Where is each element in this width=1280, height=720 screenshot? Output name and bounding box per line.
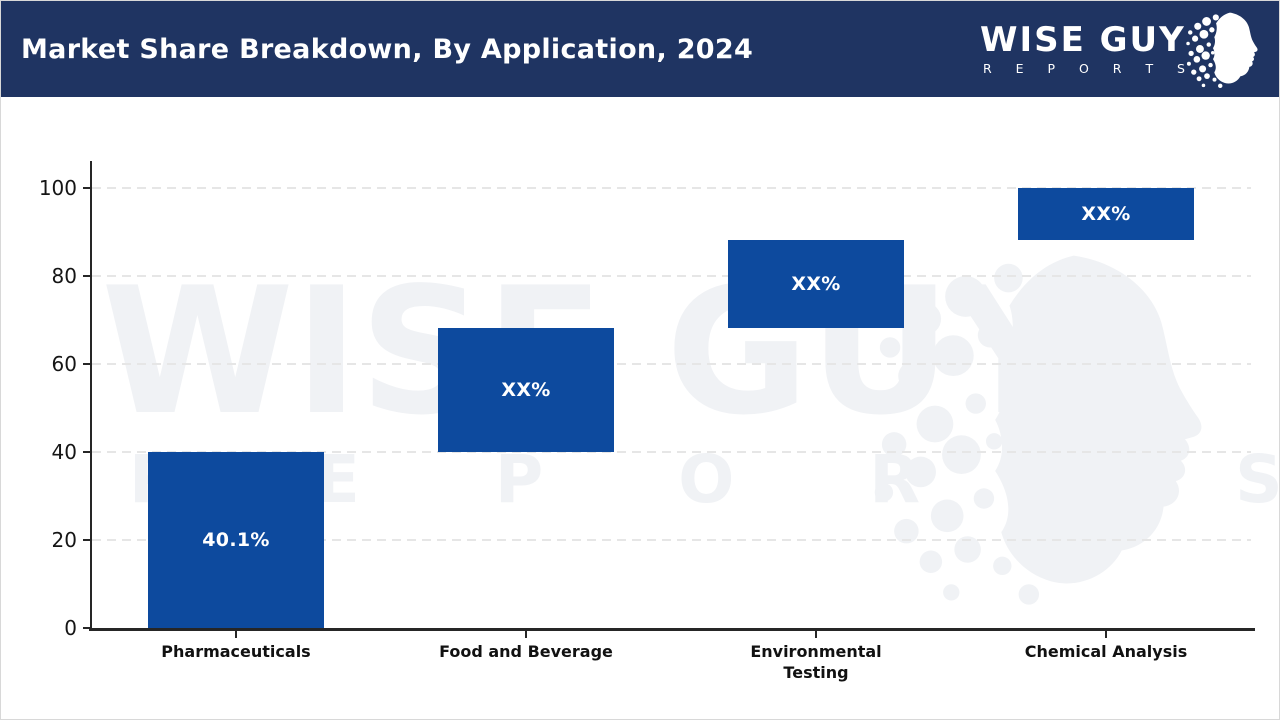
header-bar: Market Share Breakdown, By Application, …: [1, 1, 1279, 97]
y-tickmark-40: [83, 451, 91, 453]
bar-series-layer: 40.1% XX% XX% XX%: [1, 97, 1279, 719]
x-tickmark-0: [235, 631, 237, 638]
y-tick-label-100: 100: [38, 176, 77, 200]
bar-pharmaceuticals: 40.1%: [148, 451, 324, 628]
x-tickmark-2: [815, 631, 817, 638]
y-tick-label-20: 20: [51, 528, 77, 552]
page-title: Market Share Breakdown, By Application, …: [21, 33, 754, 65]
y-tick-label-0: 0: [64, 616, 77, 640]
x-tickmark-3: [1105, 631, 1107, 638]
y-axis-spine: [90, 161, 92, 631]
brand-reports-text: R E P O R T S: [982, 60, 1195, 76]
chart-area: WISE GUY R E P O R T S: [1, 97, 1279, 719]
y-tick-label-60: 60: [51, 352, 77, 376]
bar-value-label: XX%: [501, 378, 551, 401]
gridline-y-100: [92, 187, 1251, 189]
brand-logo: WISE GUY R E P O R T S: [980, 6, 1279, 92]
category-label-2: Environmental Testing: [750, 642, 882, 682]
gridline-y-20: [92, 539, 1251, 541]
y-tick-label-80: 80: [51, 264, 77, 288]
y-tickmark-0: [83, 627, 91, 629]
y-tickmark-100: [83, 187, 91, 189]
x-axis-spine: [89, 628, 1255, 631]
bar-value-label: XX%: [791, 273, 841, 296]
dotted-head-profile-icon: [1186, 12, 1258, 89]
bar-environmental-testing: XX%: [728, 240, 904, 329]
category-label-1: Food and Beverage: [439, 642, 613, 661]
y-tickmark-20: [83, 539, 91, 541]
bar-chemical-analysis: XX%: [1018, 188, 1194, 241]
gridline-y-80: [92, 275, 1251, 277]
gridline-layer: [1, 97, 1279, 719]
category-label-3: Chemical Analysis: [1024, 642, 1188, 661]
gridline-y-40: [92, 451, 1251, 453]
y-tick-label-40: 40: [51, 440, 77, 464]
category-label-0: Pharmaceuticals: [161, 642, 311, 661]
axes-layer: 0 20 40 60 80 100 Pharmaceuticals Food and Beve…: [1, 97, 1279, 719]
gridline-y-60: [92, 363, 1251, 365]
bar-value-label: 40.1%: [202, 528, 270, 551]
y-tickmark-60: [83, 363, 91, 365]
brand-name-text: WISE GUY: [979, 19, 1186, 60]
x-tickmark-1: [525, 631, 527, 638]
bar-food-and-beverage: XX%: [438, 328, 614, 452]
bar-value-label: XX%: [1081, 203, 1131, 226]
y-tickmark-80: [83, 275, 91, 277]
brand-wordmark: WISE GUY R E P O R T S: [980, 23, 1195, 76]
